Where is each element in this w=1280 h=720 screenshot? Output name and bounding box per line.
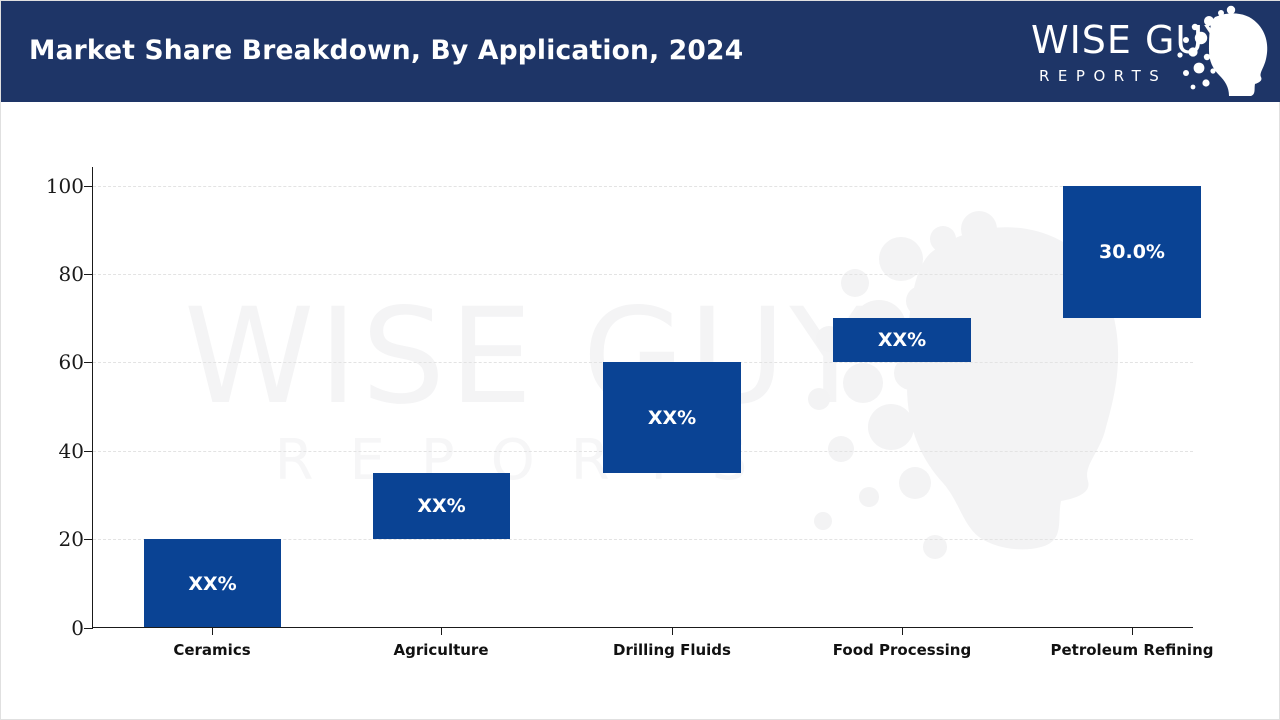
svg-text:REPORTS: REPORTS [1039, 67, 1167, 85]
ytick-label-80: 80 [58, 262, 84, 286]
bar-ceramics[interactable] [144, 539, 281, 628]
ytick-label-20: 20 [58, 527, 84, 551]
ytick-mark-100 [84, 186, 93, 187]
plot-area: XX% XX% XX% XX% 30.0% [93, 186, 1201, 628]
ytick-mark-20 [84, 539, 93, 540]
xtick-mark-petroleum-refining [1132, 628, 1133, 635]
xtick-label-petroleum-refining: Petroleum Refining [1050, 641, 1214, 659]
xtick-label-agriculture: Agriculture [393, 641, 489, 659]
xtick-mark-agriculture [441, 628, 442, 635]
chart-header-bar: Market Share Breakdown, By Application, … [1, 1, 1280, 102]
xtick-mark-drilling-fluids [672, 628, 673, 635]
bar-drilling-fluids[interactable] [603, 362, 741, 473]
y-axis-spine [92, 167, 93, 629]
ytick-label-0: 0 [71, 616, 84, 640]
ytick-label-100: 100 [45, 174, 84, 198]
gridline-20 [93, 539, 1193, 540]
xtick-label-food-processing: Food Processing [832, 641, 972, 659]
ytick-mark-80 [84, 274, 93, 275]
ytick-mark-0 [84, 628, 93, 629]
bar-agriculture[interactable] [373, 473, 510, 539]
bar-petroleum-refining[interactable] [1063, 186, 1201, 318]
ytick-mark-40 [84, 451, 93, 452]
x-axis-spine [92, 627, 1193, 628]
xtick-mark-ceramics [212, 628, 213, 635]
ytick-mark-60 [84, 362, 93, 363]
bar-food-processing[interactable] [833, 318, 971, 362]
xtick-label-drilling-fluids: Drilling Fluids [613, 641, 731, 659]
gridline-100 [93, 186, 1193, 187]
wise-guy-reports-logo: WISE GUY REPORTS [1023, 5, 1275, 99]
page-title: Market Share Breakdown, By Application, … [29, 35, 744, 66]
xtick-label-ceramics: Ceramics [173, 641, 251, 659]
gridline-80 [93, 274, 1193, 275]
xtick-mark-food-processing [902, 628, 903, 635]
ytick-label-40: 40 [58, 439, 84, 463]
ytick-label-60: 60 [58, 350, 84, 374]
